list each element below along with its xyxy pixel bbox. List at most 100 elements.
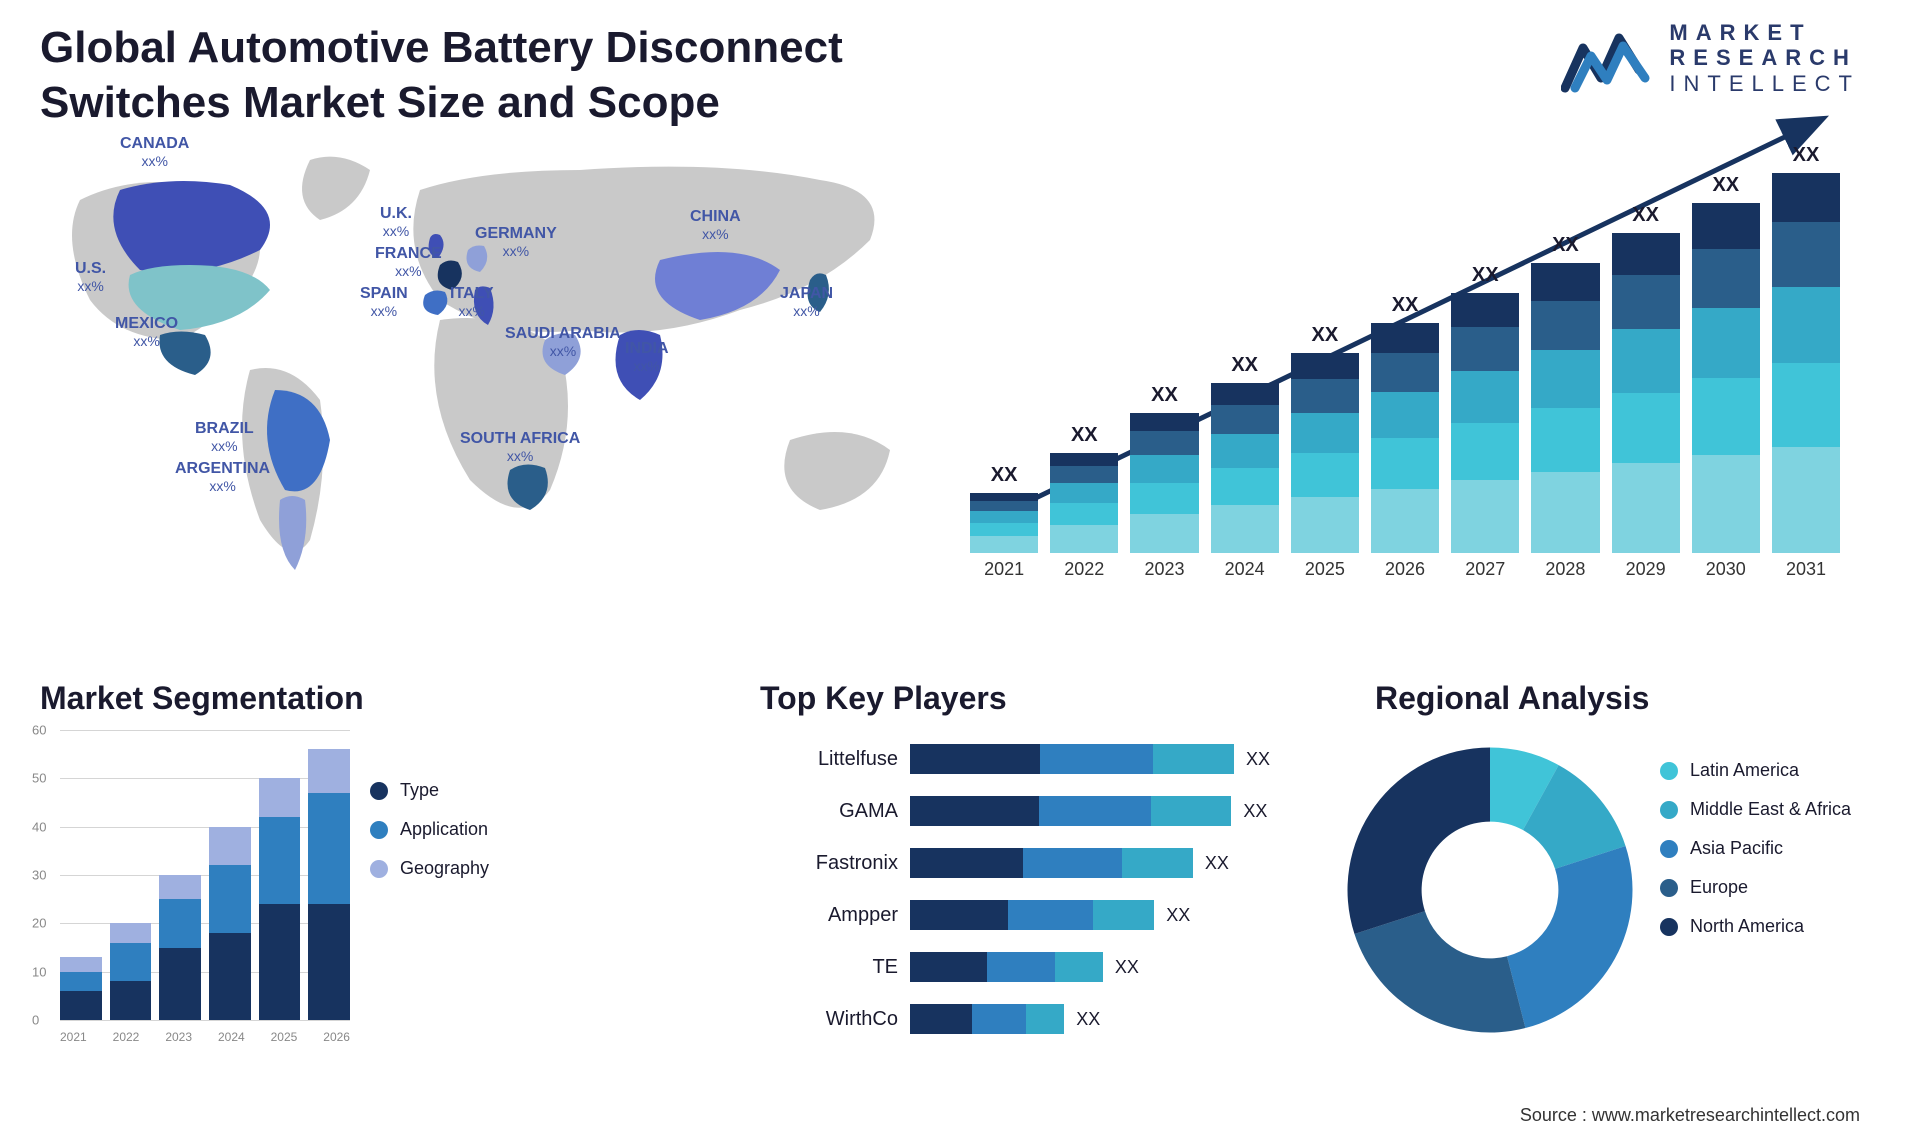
brand-logo: MARKET RESEARCH INTELLECT [1561,20,1860,96]
segmentation-year: 2021 [60,1030,87,1044]
player-row: WirthCo XX [790,1000,1270,1038]
page-title: Global Automotive Battery Disconnect Swi… [40,20,980,130]
growth-bar: XX 2021 [970,464,1038,580]
legend-label: Middle East & Africa [1690,799,1851,820]
legend-label: Europe [1690,877,1748,898]
legend-item: Geography [370,858,489,879]
segmentation-bar [159,875,201,1020]
map-label: INDIAxx% [625,340,669,374]
growth-bar-value: XX [1312,324,1339,347]
donut-slice [1507,846,1632,1028]
growth-bar-value: XX [1793,144,1820,167]
segmentation-legend: Type Application Geography [370,780,489,897]
legend-item: Type [370,780,489,801]
donut-slice [1354,911,1525,1032]
player-bar [910,1004,1064,1034]
player-value: XX [1243,801,1267,822]
growth-bar: XX2029 [1612,204,1680,580]
growth-bar-year: 2024 [1225,559,1265,580]
map-label: GERMANYxx% [475,225,557,259]
legend-item: Asia Pacific [1660,838,1851,859]
map-label: SPAINxx% [360,285,408,319]
logo-text-1: MARKET [1669,20,1860,45]
segmentation-bar [110,923,152,1020]
player-bar [910,952,1103,982]
growth-bar-year: 2026 [1385,559,1425,580]
map-label: JAPANxx% [780,285,833,319]
world-map: CANADAxx%U.S.xx%MEXICOxx%BRAZILxx%ARGENT… [20,140,940,620]
player-bar [910,848,1193,878]
player-name: Littelfuse [790,748,910,771]
growth-bar: XX2028 [1531,234,1599,580]
growth-bar: XX 2025 [1291,324,1359,580]
player-bar [910,796,1231,826]
segmentation-bar [209,827,251,1020]
legend-item: Middle East & Africa [1660,799,1851,820]
legend-swatch-icon [370,860,388,878]
growth-bar-year: 2029 [1626,559,1666,580]
segmentation-stacked-bar-chart: 0102030405060 202120222023202420252026 [30,730,350,1050]
growth-bar-value: XX [1392,294,1419,317]
map-label: SOUTH AFRICAxx% [460,430,580,464]
segmentation-year: 2022 [113,1030,140,1044]
growth-bar-year: 2022 [1064,559,1104,580]
player-value: XX [1205,853,1229,874]
legend-item: North America [1660,916,1851,937]
map-country-spain [423,291,447,315]
legend-item: Application [370,819,489,840]
segmentation-bar [308,749,350,1020]
growth-bar-year: 2028 [1545,559,1585,580]
growth-bar-value: XX [991,464,1018,487]
legend-label: Asia Pacific [1690,838,1783,859]
segmentation-bar [259,778,301,1020]
segmentation-year: 2024 [218,1030,245,1044]
legend-swatch-icon [1660,879,1678,897]
player-bar [910,900,1154,930]
growth-bar-year: 2021 [984,559,1024,580]
player-row: Littelfuse XX [790,740,1270,778]
legend-swatch-icon [1660,840,1678,858]
map-label: U.K.xx% [380,205,412,239]
map-label: CHINAxx% [690,208,741,242]
players-hbar-chart: Littelfuse XX GAMA XX Fastronix XX Ampper XX TEX… [790,740,1270,1052]
growth-bar-year: 2031 [1786,559,1826,580]
player-bar [910,744,1234,774]
segmentation-year: 2023 [165,1030,192,1044]
legend-item: Latin America [1660,760,1851,781]
player-name: Fastronix [790,852,910,875]
legend-swatch-icon [1660,762,1678,780]
map-label: ITALYxx% [450,285,494,319]
legend-swatch-icon [1660,801,1678,819]
player-row: Fastronix XX [790,844,1270,882]
map-label: BRAZILxx% [195,420,254,454]
world-map-svg [20,140,940,620]
growth-bar: XX 2026 [1371,294,1439,580]
player-value: XX [1076,1009,1100,1030]
legend-swatch-icon [370,782,388,800]
legend-item: Europe [1660,877,1851,898]
player-name: Ampper [790,904,910,927]
section-header-regional: Regional Analysis [1375,680,1649,717]
growth-bar-value: XX [1472,264,1499,287]
player-name: GAMA [790,800,910,823]
map-label: MEXICOxx% [115,315,178,349]
growth-bar: XX2027 [1451,264,1519,580]
growth-bar-value: XX [1712,174,1739,197]
player-row: TEXX [790,948,1270,986]
growth-bar-value: XX [1071,424,1098,447]
logo-text-2: RESEARCH [1669,45,1860,70]
player-name: WirthCo [790,1008,910,1031]
player-value: XX [1246,749,1270,770]
segmentation-year: 2026 [323,1030,350,1044]
section-header-segmentation: Market Segmentation [40,680,364,717]
map-label: FRANCExx% [375,245,442,279]
growth-bar-value: XX [1151,384,1178,407]
map-country-argentina [279,496,306,570]
growth-bar-year: 2025 [1305,559,1345,580]
growth-bar: XX 2022 [1050,424,1118,580]
legend-label: Geography [400,858,489,879]
legend-swatch-icon [370,821,388,839]
growth-stacked-bar-chart: XX2021XX2022XX2023XX2024XX2025XX2026XX20… [970,150,1840,610]
player-value: XX [1166,905,1190,926]
legend-label: Latin America [1690,760,1799,781]
